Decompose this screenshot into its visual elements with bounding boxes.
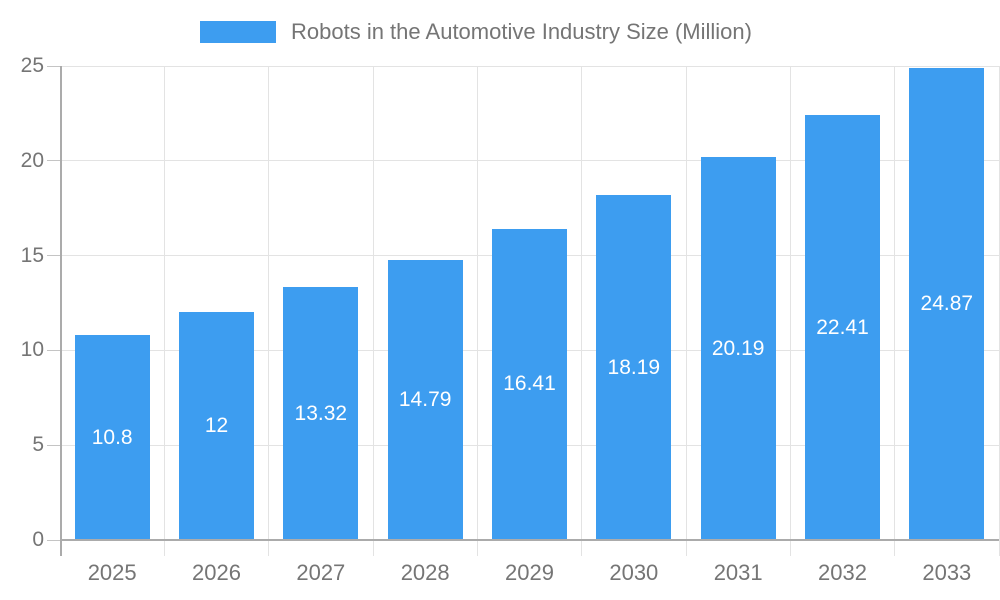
- legend-swatch: [200, 21, 276, 43]
- plot-area: 0 5 10 15 20 25 10.8 2025 12 2026 13.32 2027 14.79 20…: [21, 54, 1000, 585]
- y-axis-line: [60, 66, 62, 556]
- bar-value-label: 22.41: [816, 315, 869, 339]
- bar-2029[interactable]: 16.41: [492, 228, 567, 540]
- gridline-vertical: [581, 66, 583, 556]
- y-axis-tick-label: 20: [20, 148, 44, 172]
- x-axis-tick-label: 2028: [400, 560, 450, 585]
- bar-2033[interactable]: 24.87: [909, 68, 985, 540]
- x-axis-tick-label: 2027: [296, 560, 346, 585]
- gridline-horizontal: [60, 65, 999, 67]
- legend-label: Robots in the Automotive Industry Size (…: [291, 19, 752, 44]
- gridline-vertical: [372, 66, 374, 556]
- y-axis-tick: [47, 349, 60, 351]
- bar-2032[interactable]: 22.41: [805, 115, 880, 540]
- x-axis-tick-label: 2031: [713, 560, 763, 585]
- x-axis-tick-label: 2029: [505, 560, 554, 585]
- x-axis-tick-label: 2033: [922, 560, 972, 585]
- x-axis-tick-label: 2030: [609, 560, 659, 585]
- bar-value-label: 18.19: [607, 355, 661, 379]
- gridline-horizontal: [60, 160, 999, 162]
- gridline-vertical: [268, 66, 270, 556]
- bar-value-label: 14.79: [398, 387, 452, 411]
- bar-value-label: 12: [204, 414, 229, 438]
- bar-2025[interactable]: 10.8: [74, 335, 150, 540]
- x-axis-tick-label: 2032: [818, 560, 867, 585]
- x-axis-line: [60, 539, 999, 541]
- x-axis-tick-label: 2025: [87, 560, 137, 585]
- y-axis-tick: [47, 539, 60, 541]
- y-axis-tick: [47, 65, 60, 67]
- gridline-vertical: [894, 66, 896, 556]
- bar-2027[interactable]: 13.32: [283, 287, 359, 540]
- y-axis-tick: [47, 444, 60, 446]
- y-axis-tick-label: 0: [32, 528, 44, 551]
- bar-2026[interactable]: 12: [179, 312, 254, 540]
- y-axis-tick: [47, 160, 60, 162]
- bar-value-label: 13.32: [294, 401, 348, 425]
- legend[interactable]: Robots in the Automotive Industry Size (…: [200, 18, 752, 46]
- y-axis-tick-label: 15: [20, 243, 44, 267]
- y-axis-tick-label: 5: [32, 433, 44, 457]
- bar-2031[interactable]: 20.19: [700, 157, 776, 540]
- gridline-vertical: [163, 66, 165, 556]
- gridline-vertical: [789, 66, 791, 556]
- x-axis-tick-label: 2026: [192, 560, 241, 585]
- bar-2030[interactable]: 18.19: [596, 195, 672, 540]
- bar-value-label: 24.87: [920, 292, 974, 316]
- gridline-vertical: [998, 66, 1000, 556]
- bar-value-label: 20.19: [711, 336, 765, 360]
- bar-value-label: 16.41: [503, 372, 556, 396]
- y-axis-tick-label: 10: [20, 338, 44, 362]
- gridline-vertical: [476, 66, 478, 556]
- bar-value-label: 10.8: [91, 425, 133, 449]
- y-axis-tick: [47, 255, 60, 257]
- bar-2028[interactable]: 14.79: [387, 259, 463, 540]
- gridline-vertical: [685, 66, 687, 556]
- y-axis-tick-label: 25: [20, 54, 44, 77]
